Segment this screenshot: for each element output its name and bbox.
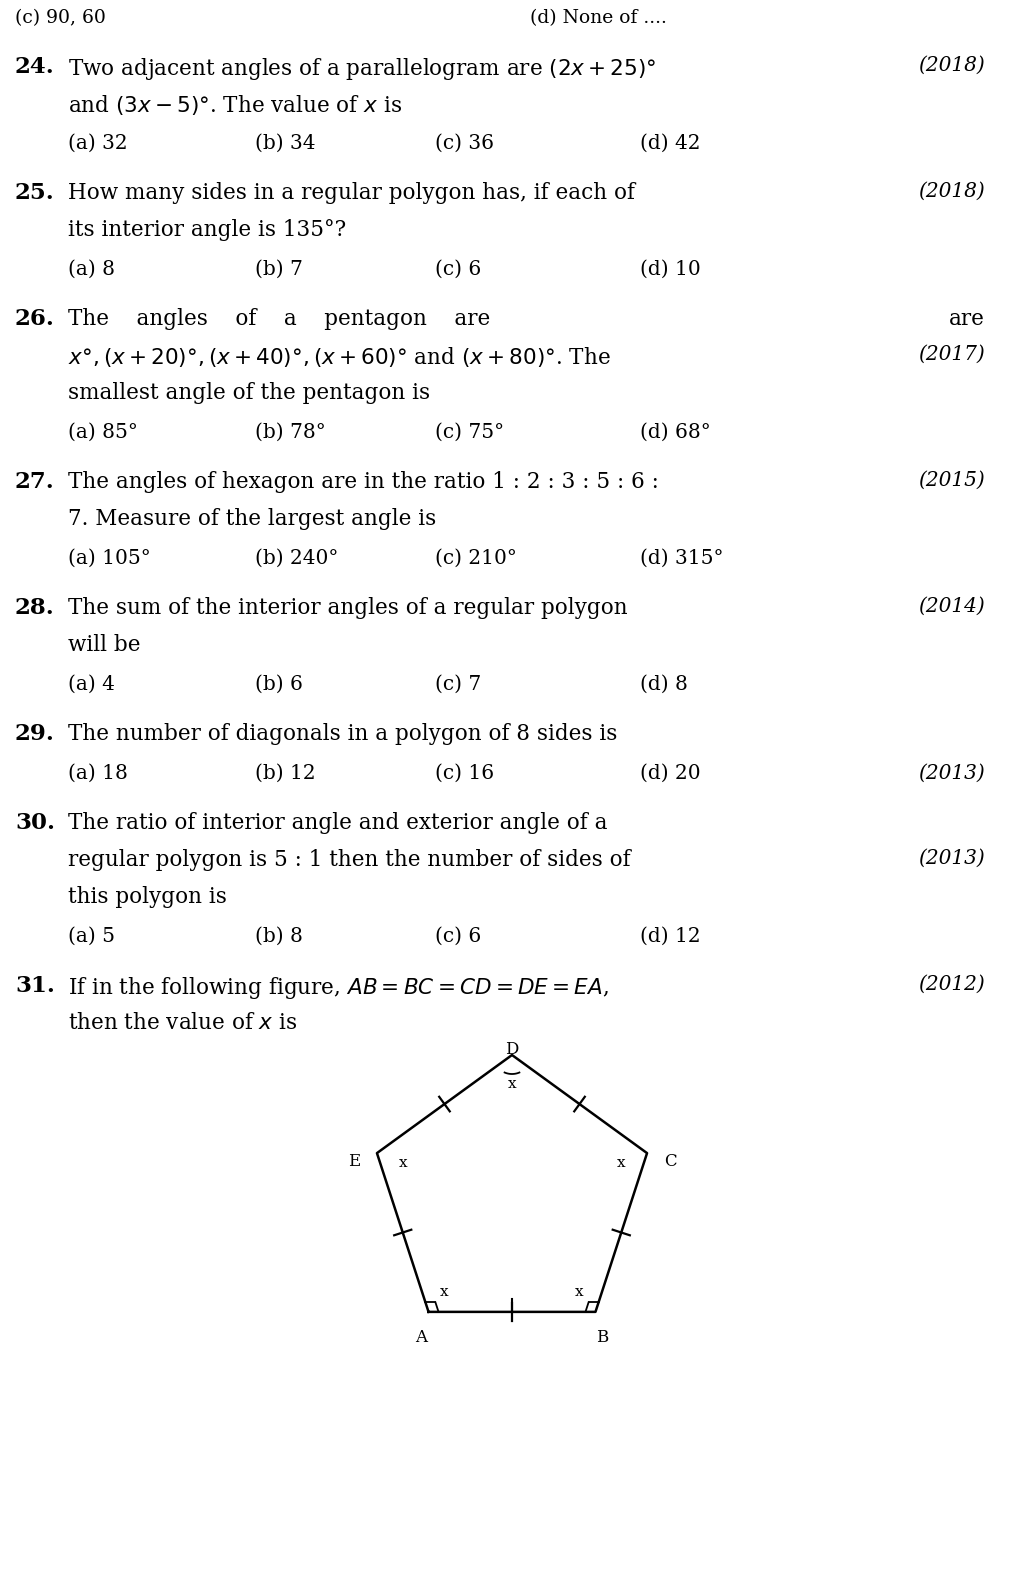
Text: (c) 7: (c) 7 bbox=[435, 675, 481, 694]
Text: C: C bbox=[664, 1153, 677, 1170]
Text: B: B bbox=[596, 1328, 608, 1345]
Text: (c) 16: (c) 16 bbox=[435, 764, 495, 783]
Text: this polygon is: this polygon is bbox=[68, 885, 227, 907]
Text: x: x bbox=[440, 1285, 449, 1300]
Text: its interior angle is 135°?: its interior angle is 135°? bbox=[68, 220, 346, 240]
Text: (b) 7: (b) 7 bbox=[255, 259, 303, 278]
Text: (d) 10: (d) 10 bbox=[640, 259, 700, 278]
Text: (a) 8: (a) 8 bbox=[68, 259, 115, 278]
Text: regular polygon is 5 : 1 then the number of sides of: regular polygon is 5 : 1 then the number… bbox=[68, 849, 631, 871]
Text: (b) 6: (b) 6 bbox=[255, 675, 303, 694]
Text: E: E bbox=[348, 1153, 360, 1170]
Text: How many sides in a regular polygon has, if each of: How many sides in a regular polygon has,… bbox=[68, 182, 635, 204]
Text: (d) 315°: (d) 315° bbox=[640, 549, 724, 568]
Text: (b) 8: (b) 8 bbox=[255, 926, 303, 945]
Text: (d) 68°: (d) 68° bbox=[640, 424, 711, 443]
Text: (a) 4: (a) 4 bbox=[68, 675, 115, 694]
Text: 26.: 26. bbox=[15, 308, 55, 330]
Text: 24.: 24. bbox=[15, 55, 54, 77]
Text: (a) 32: (a) 32 bbox=[68, 134, 128, 153]
Text: (2015): (2015) bbox=[919, 471, 985, 490]
Text: 7. Measure of the largest angle is: 7. Measure of the largest angle is bbox=[68, 508, 436, 530]
Text: x: x bbox=[398, 1156, 407, 1170]
Text: will be: will be bbox=[68, 634, 140, 656]
Text: 31.: 31. bbox=[15, 975, 55, 998]
Text: (c) 75°: (c) 75° bbox=[435, 424, 504, 443]
Text: smallest angle of the pentagon is: smallest angle of the pentagon is bbox=[68, 383, 430, 405]
Text: 28.: 28. bbox=[15, 598, 54, 620]
Text: (c) 90, 60: (c) 90, 60 bbox=[15, 9, 105, 27]
Text: (2013): (2013) bbox=[919, 764, 985, 783]
Text: (c) 6: (c) 6 bbox=[435, 259, 481, 278]
Text: (b) 240°: (b) 240° bbox=[255, 549, 338, 568]
Text: 27.: 27. bbox=[15, 471, 54, 493]
Text: 29.: 29. bbox=[15, 723, 55, 745]
Text: The sum of the interior angles of a regular polygon: The sum of the interior angles of a regu… bbox=[68, 598, 628, 620]
Text: (d) 42: (d) 42 bbox=[640, 134, 700, 153]
Text: (d) None of ....: (d) None of .... bbox=[530, 9, 667, 27]
Text: (2012): (2012) bbox=[919, 975, 985, 994]
Text: (b) 34: (b) 34 bbox=[255, 134, 315, 153]
Text: (d) 20: (d) 20 bbox=[640, 764, 700, 783]
Text: (a) 85°: (a) 85° bbox=[68, 424, 138, 443]
Text: (a) 5: (a) 5 bbox=[68, 926, 115, 945]
Text: (2013): (2013) bbox=[919, 849, 985, 868]
Text: 25.: 25. bbox=[15, 182, 54, 204]
Text: (2014): (2014) bbox=[919, 598, 985, 617]
Text: and $(3x - 5)°$. The value of $x$ is: and $(3x - 5)°$. The value of $x$ is bbox=[68, 93, 402, 117]
Text: (b) 12: (b) 12 bbox=[255, 764, 315, 783]
Text: x: x bbox=[575, 1285, 584, 1300]
Text: (2018): (2018) bbox=[919, 182, 985, 201]
Text: The ratio of interior angle and exterior angle of a: The ratio of interior angle and exterior… bbox=[68, 813, 607, 835]
Text: are: are bbox=[949, 308, 985, 330]
Text: If in the following figure, $AB = BC = CD = DE = EA$,: If in the following figure, $AB = BC = C… bbox=[68, 975, 608, 1001]
Text: (2017): (2017) bbox=[919, 345, 985, 364]
Text: (d) 12: (d) 12 bbox=[640, 926, 700, 945]
Text: $x°,(x + 20)°,(x + 40)°,(x + 60)°$ and $(x + 80)°$. The: $x°,(x + 20)°,(x + 40)°,(x + 60)°$ and $… bbox=[68, 345, 610, 368]
Text: x: x bbox=[617, 1156, 626, 1170]
Text: The number of diagonals in a polygon of 8 sides is: The number of diagonals in a polygon of … bbox=[68, 723, 617, 745]
Text: (a) 105°: (a) 105° bbox=[68, 549, 151, 568]
Text: The    angles    of    a    pentagon    are: The angles of a pentagon are bbox=[68, 308, 490, 330]
Text: (c) 6: (c) 6 bbox=[435, 926, 481, 945]
Text: (c) 36: (c) 36 bbox=[435, 134, 494, 153]
Text: D: D bbox=[505, 1040, 519, 1058]
Text: A: A bbox=[416, 1328, 428, 1345]
Text: The angles of hexagon are in the ratio 1 : 2 : 3 : 5 : 6 :: The angles of hexagon are in the ratio 1… bbox=[68, 471, 658, 493]
Text: (c) 210°: (c) 210° bbox=[435, 549, 517, 568]
Text: (b) 78°: (b) 78° bbox=[255, 424, 326, 443]
Text: x: x bbox=[508, 1077, 516, 1091]
Text: (2018): (2018) bbox=[919, 55, 985, 74]
Text: 30.: 30. bbox=[15, 813, 55, 835]
Text: Two adjacent angles of a parallelogram are $(2x + 25)°$: Two adjacent angles of a parallelogram a… bbox=[68, 55, 656, 82]
Text: then the value of $x$ is: then the value of $x$ is bbox=[68, 1012, 297, 1034]
Text: (d) 8: (d) 8 bbox=[640, 675, 688, 694]
Text: (a) 18: (a) 18 bbox=[68, 764, 128, 783]
